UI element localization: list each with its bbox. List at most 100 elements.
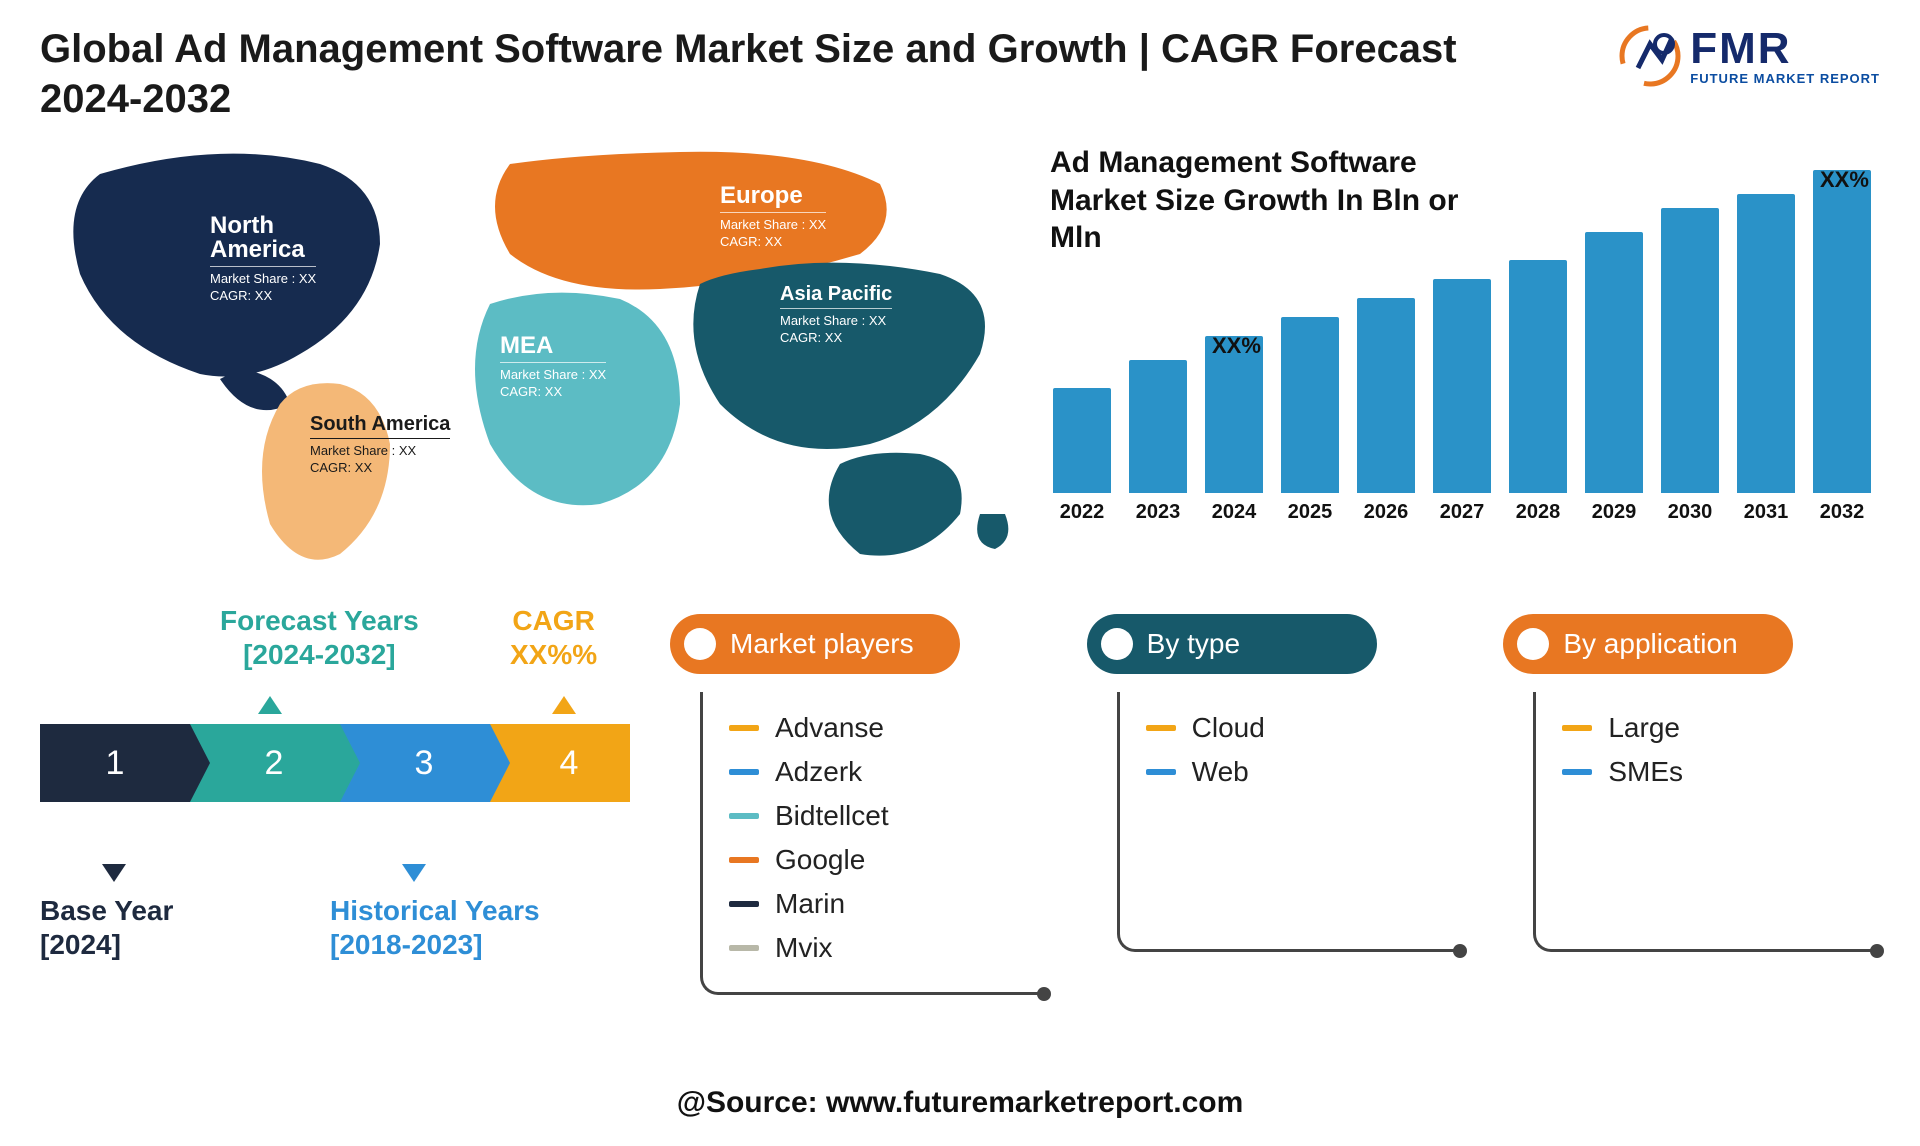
bar-year-label: 2030 [1668,501,1713,524]
forecast-title: Forecast Years [220,604,419,638]
bar-rect [1205,336,1263,493]
category-item-label: SMEs [1608,756,1683,788]
category-item: Cloud [1146,706,1454,750]
timeline-seg-3: 3 [340,724,490,802]
header: Global Ad Management Software Market Siz… [0,0,1920,134]
cagr-label: CAGR XX%% [510,604,597,671]
region-label-eu: EuropeMarket Share : XXCAGR: XX [720,184,826,251]
category-item-label: Cloud [1192,712,1265,744]
triangle-up-icon [258,696,282,714]
category-title: By application [1563,628,1737,660]
dot-icon [1517,628,1549,660]
bar-rect [1661,208,1719,493]
dash-icon [729,901,759,907]
bar-rect [1737,194,1795,493]
bar-year-label: 2024 [1212,501,1257,524]
bar-2025: 2025 [1278,317,1342,524]
bar-year-label: 2029 [1592,501,1637,524]
bar-year-label: 2027 [1440,501,1485,524]
dash-icon [1562,769,1592,775]
category-item-label: Adzerk [775,756,862,788]
category-body: LargeSMEs [1533,692,1880,952]
base-year-label: Base Year [2024] [40,894,173,961]
category-item-label: Web [1192,756,1249,788]
bar-year-label: 2025 [1288,501,1333,524]
bar-2032: 2032 [1810,170,1874,524]
dash-icon [729,857,759,863]
logo-text-secondary: FUTURE MARKET REPORT [1690,71,1880,86]
hist-range: [2018-2023] [330,928,540,962]
region-label-mea: MEAMarket Share : XXCAGR: XX [500,334,606,401]
category-header: Market players [670,614,960,674]
cagr-value: XX%% [510,638,597,672]
timeline: Forecast Years [2024-2032] CAGR XX%% 1 2… [40,614,630,872]
world-map: NorthAmericaMarket Share : XXCAGR: XX Sou… [40,144,1020,564]
upper-section: NorthAmericaMarket Share : XXCAGR: XX Sou… [0,134,1920,584]
triangle-up-icon [552,696,576,714]
bar-year-label: 2026 [1364,501,1409,524]
dash-icon [729,945,759,951]
category-item-label: Marin [775,888,845,920]
chart-annotation: XX% [1820,167,1869,193]
bar-2028: 2028 [1506,260,1570,524]
chart-bars: 2022 2023 2024 2025 2026 2027 2028 2029 2030 2031… [1050,194,1880,524]
bar-year-label: 2022 [1060,501,1105,524]
timeline-seg-1: 1 [40,724,190,802]
category-title: Market players [730,628,914,660]
category-item-label: Advanse [775,712,884,744]
bar-2022: 2022 [1050,388,1114,524]
bar-2031: 2031 [1734,194,1798,524]
timeline-row: 1 2 3 4 [40,724,630,802]
dot-icon [684,628,716,660]
triangle-down-icon [102,864,126,882]
logo-icon [1618,24,1682,88]
category-market-players: Market playersAdvanseAdzerkBidtellcetGoo… [670,614,1047,995]
category-by-application: By application LargeSMEs [1503,614,1880,995]
bar-rect [1053,388,1111,493]
category-item: SMEs [1562,750,1870,794]
category-header: By application [1503,614,1793,674]
category-header: By type [1087,614,1377,674]
category-item: Web [1146,750,1454,794]
category-item: Advanse [729,706,1037,750]
historical-label: Historical Years [2018-2023] [330,894,540,961]
dash-icon [1562,725,1592,731]
bar-2027: 2027 [1430,279,1494,524]
dash-icon [1146,725,1176,731]
bar-chart: Ad Management Software Market Size Growt… [1050,144,1880,564]
timeline-seg-4: 4 [490,724,630,802]
bar-rect [1357,298,1415,493]
bar-rect [1585,232,1643,493]
region-label-sa: South AmericaMarket Share : XXCAGR: XX [310,414,450,477]
bar-2024: 2024 [1202,336,1266,524]
bar-rect [1509,260,1567,493]
bar-year-label: 2023 [1136,501,1181,524]
category-title: By type [1147,628,1240,660]
region-label-ap: Asia PacificMarket Share : XXCAGR: XX [780,284,892,347]
dash-icon [729,725,759,731]
hist-title: Historical Years [330,894,540,928]
category-item-label: Mvix [775,932,833,964]
base-range: [2024] [40,928,173,962]
category-item: Bidtellcet [729,794,1037,838]
bar-2023: 2023 [1126,360,1190,524]
bar-year-label: 2031 [1744,501,1789,524]
lower-section: Forecast Years [2024-2032] CAGR XX%% 1 2… [0,584,1920,995]
bar-year-label: 2028 [1516,501,1561,524]
category-item: Mvix [729,926,1037,970]
bar-2030: 2030 [1658,208,1722,524]
forecast-label: Forecast Years [2024-2032] [220,604,419,671]
dash-icon [1146,769,1176,775]
triangle-down-icon [402,864,426,882]
chart-annotation: XX% [1212,333,1261,359]
forecast-range: [2024-2032] [220,638,419,672]
bar-2026: 2026 [1354,298,1418,524]
category-by-type: By type Cloud Web [1087,614,1464,995]
bar-2029: 2029 [1582,232,1646,524]
logo-text-primary: FMR [1690,27,1880,71]
category-body: Cloud Web [1117,692,1464,952]
fmr-logo: FMR FUTURE MARKET REPORT [1618,24,1880,88]
dot-icon [1101,628,1133,660]
region-label-na: NorthAmericaMarket Share : XXCAGR: XX [210,214,316,305]
base-title: Base Year [40,894,173,928]
